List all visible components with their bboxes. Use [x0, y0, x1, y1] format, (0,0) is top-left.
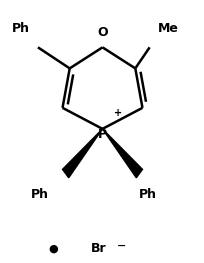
- Text: −: −: [117, 241, 126, 251]
- Polygon shape: [62, 129, 102, 178]
- Text: ●: ●: [48, 244, 58, 254]
- Text: O: O: [97, 27, 107, 39]
- Text: Ph: Ph: [11, 22, 29, 36]
- Text: Br: Br: [90, 242, 106, 255]
- Text: +: +: [113, 108, 121, 118]
- Text: P: P: [98, 128, 106, 141]
- Text: Ph: Ph: [138, 188, 156, 201]
- Text: Ph: Ph: [31, 188, 49, 201]
- Polygon shape: [102, 129, 142, 178]
- Text: Me: Me: [157, 22, 178, 36]
